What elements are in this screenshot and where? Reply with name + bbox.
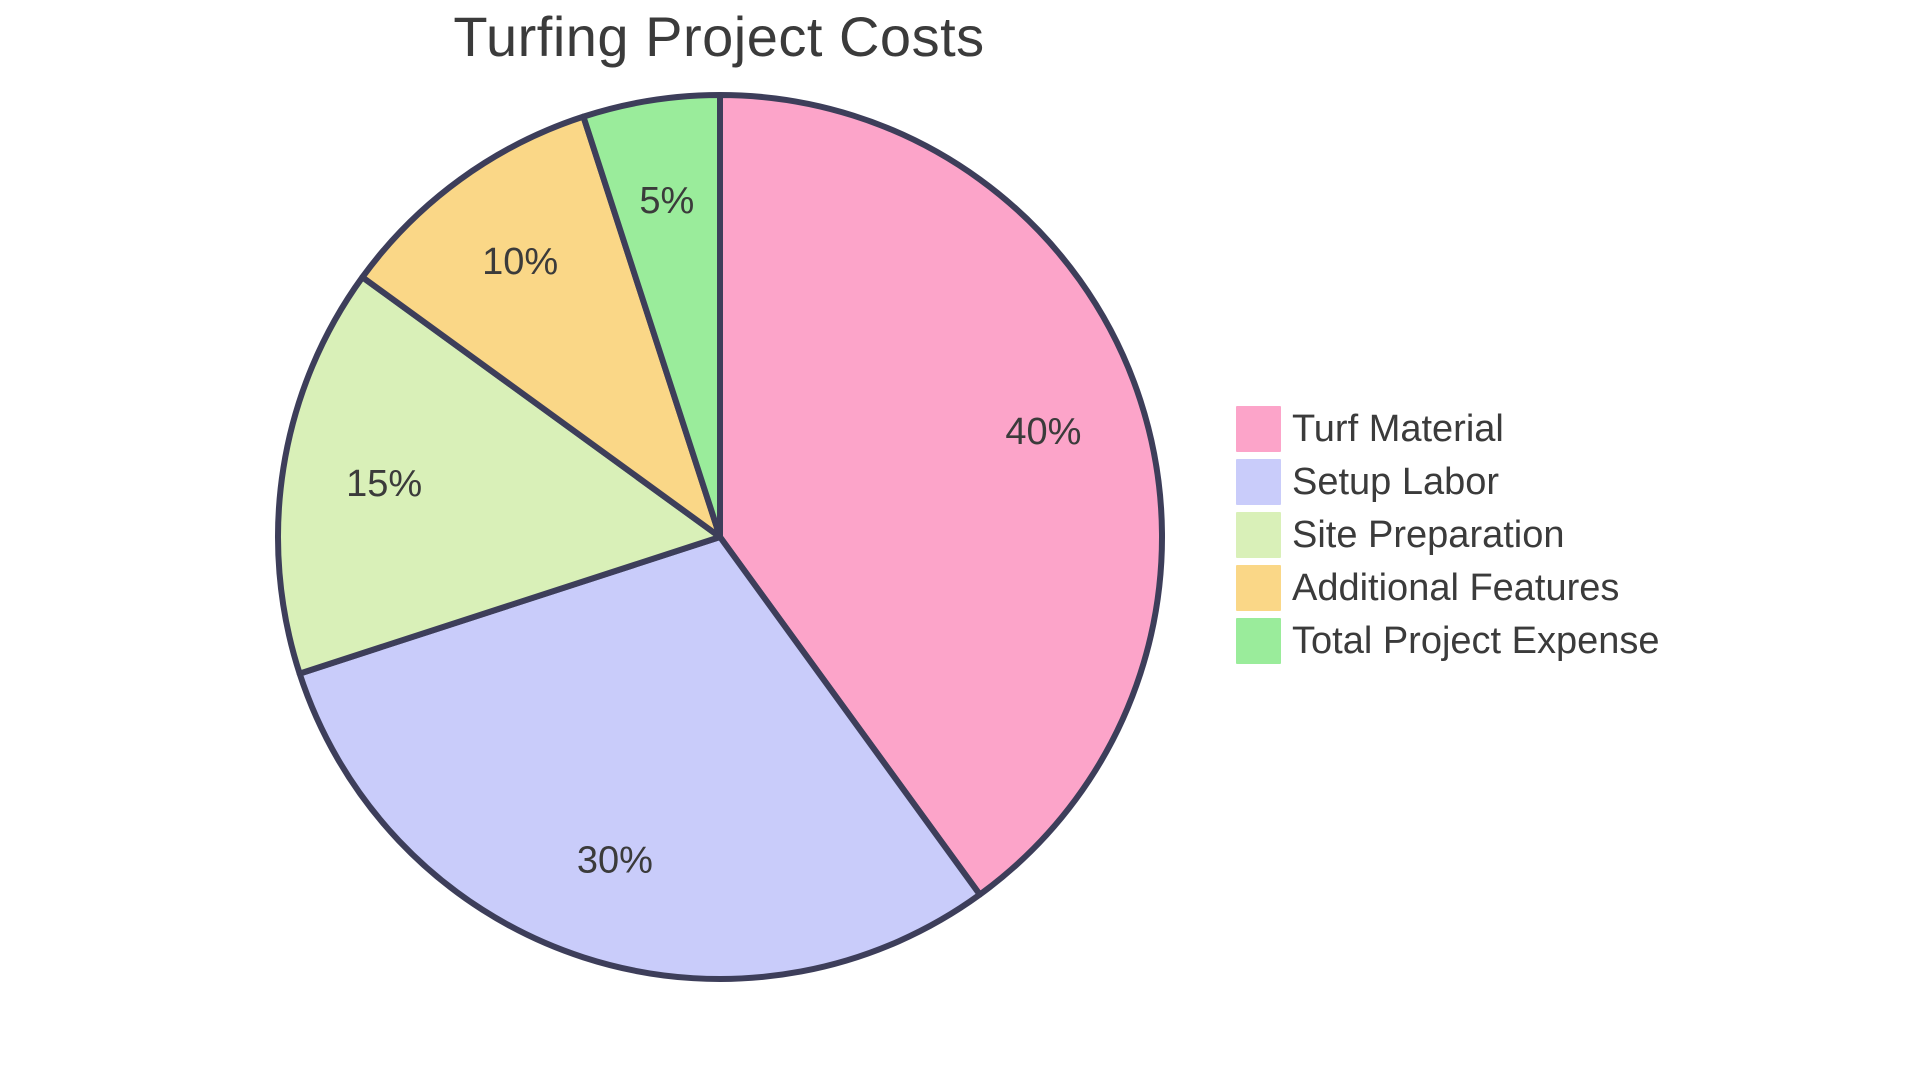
legend-label: Additional Features <box>1292 566 1620 609</box>
legend-label: Total Project Expense <box>1292 619 1660 662</box>
legend-item: Site Preparation <box>1236 512 1660 558</box>
slice-percent-label-additional-features: 10% <box>482 241 558 283</box>
chart-title: Turfing Project Costs <box>453 5 985 68</box>
legend-label: Turf Material <box>1292 407 1504 450</box>
legend-swatch <box>1236 618 1281 664</box>
pie-slice-total-project-expense <box>580 92 723 540</box>
legend-label: Setup Labor <box>1292 460 1500 503</box>
slice-percent-label-total-project-expense: 5% <box>639 180 694 222</box>
slice-percent-label-setup-labor: 30% <box>577 839 653 881</box>
legend: Turf Material Setup Labor Site Preparation… <box>1236 406 1660 671</box>
legend-swatch <box>1236 565 1281 611</box>
slice-percent-label-site-preparation: 15% <box>346 463 422 505</box>
pie-slice-turf-material <box>717 92 1166 898</box>
pie-slice-site-preparation <box>274 274 723 677</box>
pie-slice-setup-labor <box>296 534 983 983</box>
legend-item: Setup Labor <box>1236 459 1660 505</box>
legend-swatch <box>1236 512 1281 558</box>
legend-swatch <box>1236 459 1281 505</box>
legend-item: Turf Material <box>1236 406 1660 452</box>
pie-slice-additional-features <box>359 113 723 540</box>
legend-item: Total Project Expense <box>1236 618 1660 664</box>
legend-item: Additional Features <box>1236 565 1660 611</box>
slice-percent-label-turf-material: 40% <box>1005 411 1081 453</box>
legend-label: Site Preparation <box>1292 513 1565 556</box>
legend-swatch <box>1236 406 1281 452</box>
